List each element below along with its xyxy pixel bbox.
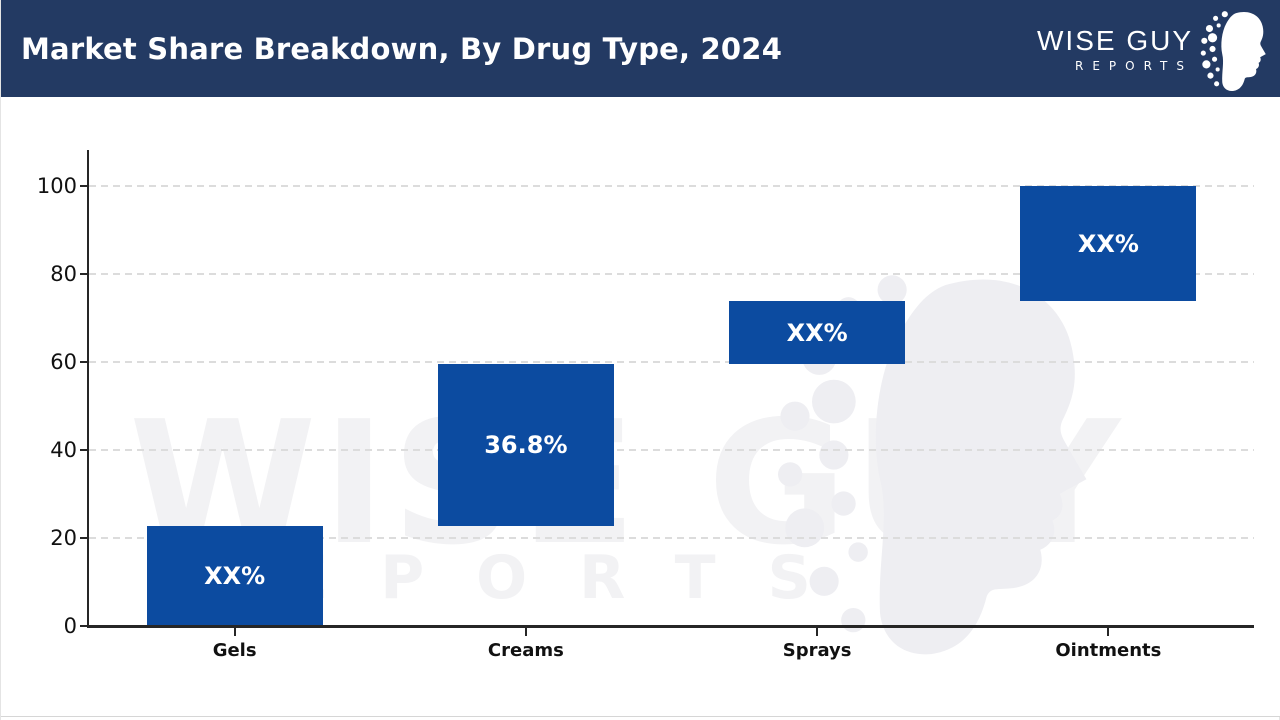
bar-value-label: 36.8% bbox=[484, 431, 568, 460]
gridline-60 bbox=[89, 361, 1254, 363]
brand-logo: WISE GUY REPORTS bbox=[1037, 0, 1269, 97]
brand-logo-text: WISE GUY REPORTS bbox=[1037, 25, 1193, 73]
y-axis-tick-label: 20 bbox=[50, 526, 77, 550]
gridline-20 bbox=[89, 537, 1254, 539]
y-axis-tick-label: 80 bbox=[50, 262, 77, 286]
x-axis-tick-mark bbox=[816, 628, 819, 636]
y-axis-tick-label: 0 bbox=[63, 614, 77, 638]
y-axis-tick-label: 100 bbox=[36, 174, 77, 198]
bar-value-label: XX% bbox=[1077, 229, 1139, 258]
x-axis-tick-mark bbox=[1107, 628, 1110, 636]
x-axis-tick-mark bbox=[524, 628, 527, 636]
bar-gels: XX% bbox=[146, 526, 323, 626]
chart-title: Market Share Breakdown, By Drug Type, 20… bbox=[21, 31, 783, 66]
brand-head-icon bbox=[1200, 10, 1266, 91]
y-axis-tick-mark bbox=[80, 361, 88, 363]
y-axis-tick-mark bbox=[80, 273, 88, 275]
x-axis-category-label: Gels bbox=[212, 640, 257, 661]
x-axis-tick-mark bbox=[233, 628, 236, 636]
brand-subtitle: REPORTS bbox=[1074, 58, 1193, 73]
gridline-40 bbox=[89, 449, 1254, 451]
y-axis-tick-mark bbox=[80, 449, 88, 451]
bar-sprays: XX% bbox=[729, 301, 906, 365]
plot-area: WISE GUY REPORTS 0 20 40 60 80 100 XX% 36.8% XX%… bbox=[1, 97, 1280, 717]
y-axis-tick-mark bbox=[80, 625, 88, 627]
gridline-100 bbox=[89, 185, 1254, 187]
bar-creams: 36.8% bbox=[437, 364, 614, 527]
bar-ointments: XX% bbox=[1020, 186, 1197, 302]
y-axis-tick-label: 60 bbox=[50, 350, 77, 374]
x-axis-category-label: Sprays bbox=[782, 640, 852, 661]
bar-value-label: XX% bbox=[204, 562, 266, 591]
y-axis-tick-mark bbox=[80, 537, 88, 539]
page-bottom-border bbox=[1, 716, 1280, 717]
x-axis-line bbox=[87, 625, 1254, 628]
gridline-80 bbox=[89, 273, 1254, 275]
x-axis-category-label: Ointments bbox=[1055, 640, 1162, 661]
y-axis-tick-label: 40 bbox=[50, 438, 77, 462]
x-axis-category-label: Creams bbox=[487, 640, 564, 661]
y-axis-line bbox=[87, 150, 89, 628]
y-axis-tick-mark bbox=[80, 185, 88, 187]
header: Market Share Breakdown, By Drug Type, 20… bbox=[1, 0, 1280, 97]
bar-value-label: XX% bbox=[786, 318, 848, 347]
brand-name: WISE GUY bbox=[1036, 24, 1193, 56]
